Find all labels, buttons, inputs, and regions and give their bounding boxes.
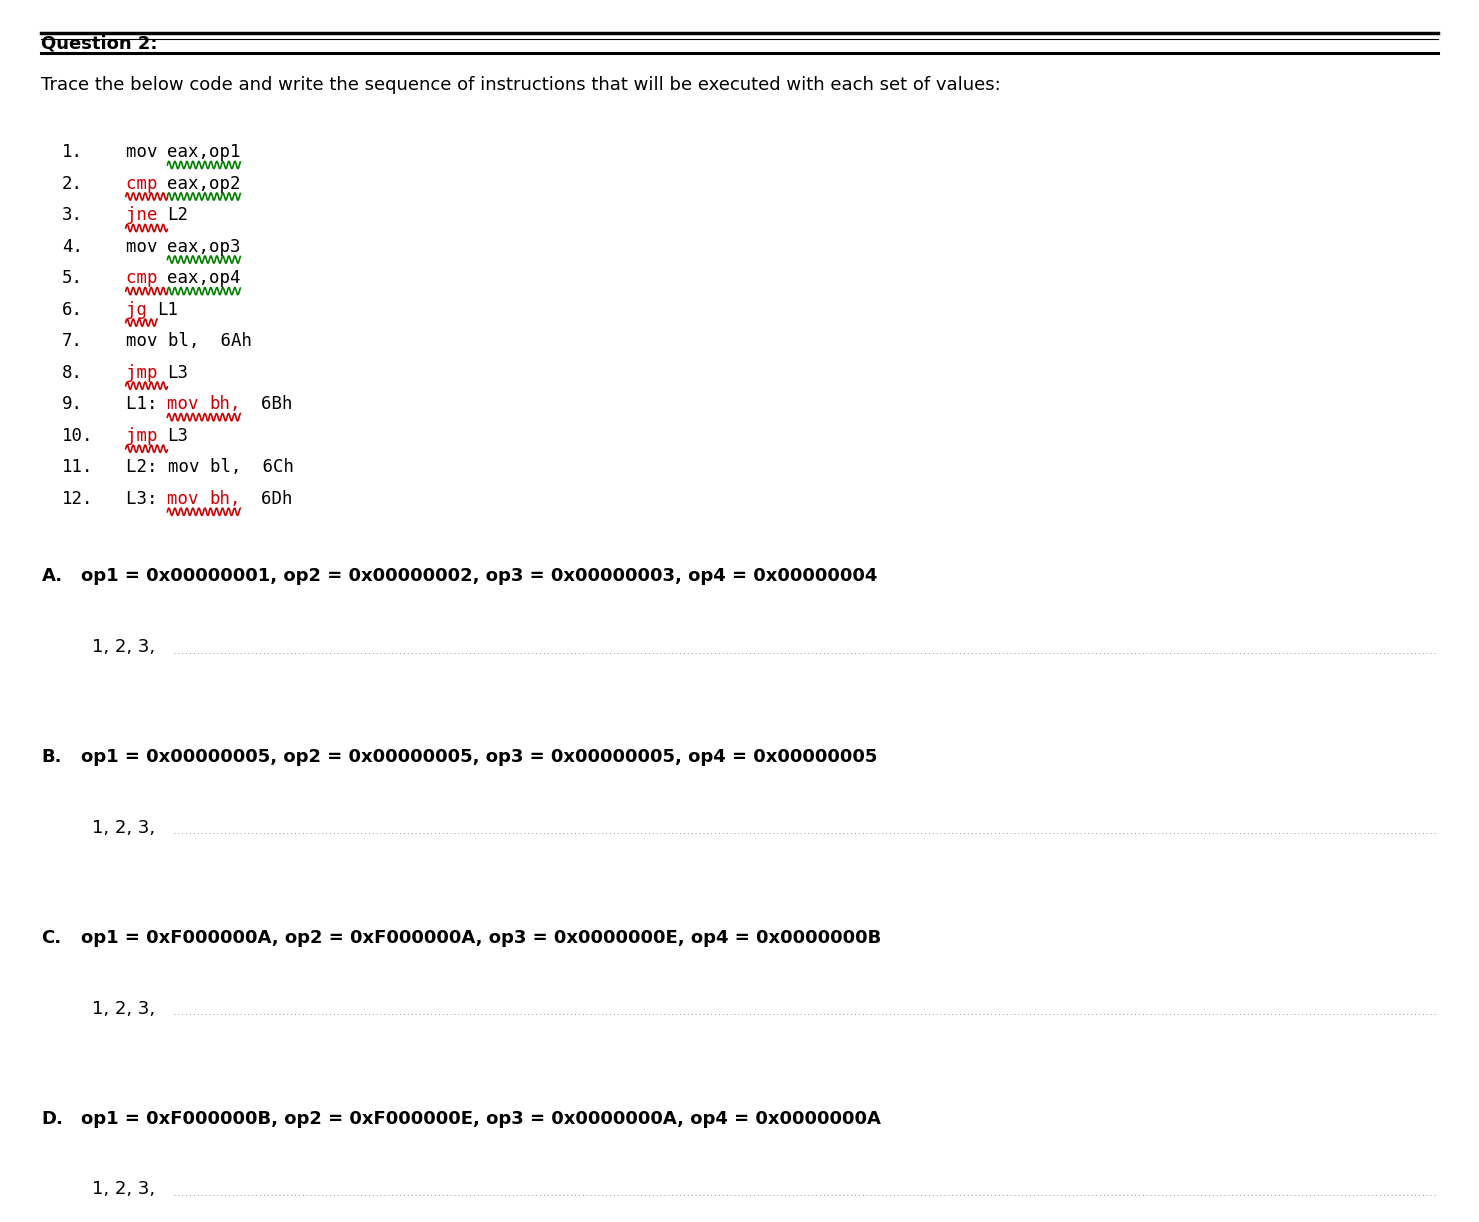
Text: jg: jg — [126, 301, 157, 319]
Text: 10.: 10. — [62, 426, 93, 445]
Text: op1 = 0x00000001, op2 = 0x00000002, op3 = 0x00000003, op4 = 0x00000004: op1 = 0x00000001, op2 = 0x00000002, op3 … — [81, 567, 877, 585]
Text: A.: A. — [41, 567, 62, 585]
Text: op1 = 0xF000000B, op2 = 0xF000000E, op3 = 0x0000000A, op4 = 0x0000000A: op1 = 0xF000000B, op2 = 0xF000000E, op3 … — [81, 1110, 881, 1128]
Text: D.: D. — [41, 1110, 64, 1128]
Text: 1, 2, 3,: 1, 2, 3, — [92, 1180, 155, 1199]
Text: jne: jne — [126, 207, 167, 224]
Text: 9.: 9. — [62, 395, 83, 413]
Text: 4.: 4. — [62, 237, 83, 255]
Text: 12.: 12. — [62, 490, 93, 508]
Text: 5.: 5. — [62, 269, 83, 287]
Text: 8.: 8. — [62, 364, 83, 381]
Text: Question 2:: Question 2: — [41, 35, 158, 53]
Text: eax,op4: eax,op4 — [167, 269, 241, 287]
Text: L2: mov bl,  6Ch: L2: mov bl, 6Ch — [126, 458, 294, 477]
Text: eax,op2: eax,op2 — [167, 175, 241, 193]
Text: cmp: cmp — [126, 175, 167, 193]
Text: 6Dh: 6Dh — [240, 490, 293, 508]
Text: 1, 2, 3,: 1, 2, 3, — [92, 638, 155, 656]
Text: L2: L2 — [167, 207, 188, 224]
Text: jmp: jmp — [126, 426, 167, 445]
Text: 1, 2, 3,: 1, 2, 3, — [92, 819, 155, 837]
Text: mov: mov — [167, 490, 210, 508]
Text: L3: L3 — [167, 364, 188, 381]
Text: Trace the below code and write the sequence of instructions that will be execute: Trace the below code and write the seque… — [41, 76, 1001, 94]
Text: 1, 2, 3,: 1, 2, 3, — [92, 1000, 155, 1018]
Text: L1:: L1: — [126, 395, 167, 413]
Text: eax,op1: eax,op1 — [167, 143, 241, 161]
Text: mov: mov — [167, 395, 210, 413]
Text: mov: mov — [126, 143, 167, 161]
Text: bh,: bh, — [209, 395, 241, 413]
Text: B.: B. — [41, 748, 62, 766]
Text: L3: L3 — [167, 426, 188, 445]
Text: 1.: 1. — [62, 143, 83, 161]
Text: cmp: cmp — [126, 269, 167, 287]
Text: 7.: 7. — [62, 332, 83, 351]
Text: 11.: 11. — [62, 458, 93, 477]
Text: 3.: 3. — [62, 207, 83, 224]
Text: op1 = 0x00000005, op2 = 0x00000005, op3 = 0x00000005, op4 = 0x00000005: op1 = 0x00000005, op2 = 0x00000005, op3 … — [81, 748, 877, 766]
Text: mov: mov — [126, 237, 167, 255]
Text: L1: L1 — [157, 301, 177, 319]
Text: op1 = 0xF000000A, op2 = 0xF000000A, op3 = 0x0000000E, op4 = 0x0000000B: op1 = 0xF000000A, op2 = 0xF000000A, op3 … — [81, 929, 881, 947]
Text: 6.: 6. — [62, 301, 83, 319]
Text: mov bl,  6Ah: mov bl, 6Ah — [126, 332, 251, 351]
Text: 6Bh: 6Bh — [240, 395, 293, 413]
Text: C.: C. — [41, 929, 62, 947]
Text: jmp: jmp — [126, 364, 167, 381]
Text: eax,op3: eax,op3 — [167, 237, 241, 255]
Text: 2.: 2. — [62, 175, 83, 193]
Text: bh,: bh, — [209, 490, 241, 508]
Text: L3:: L3: — [126, 490, 167, 508]
